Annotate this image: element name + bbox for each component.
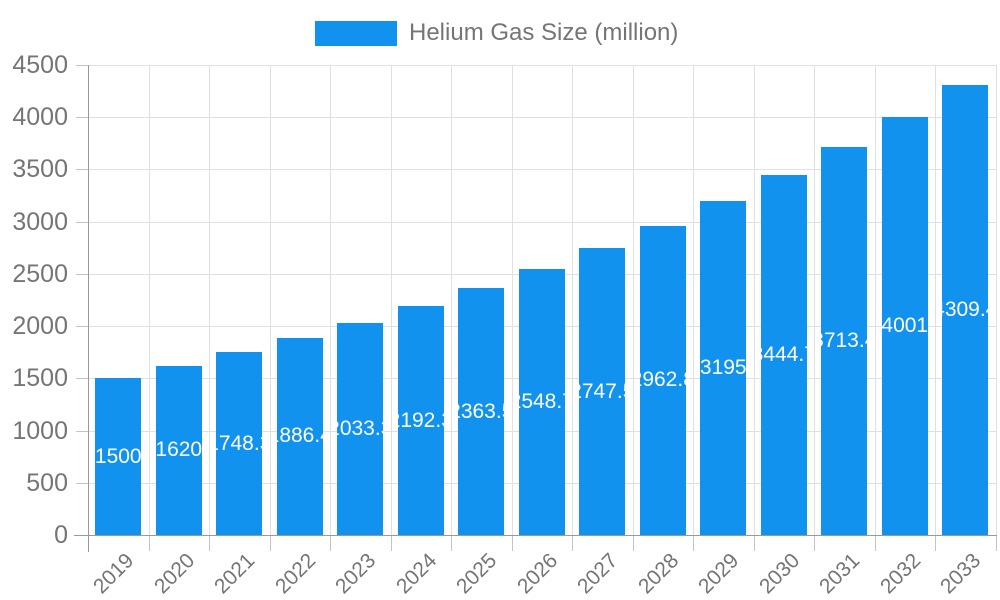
x-axis-tick	[209, 535, 210, 551]
x-axis-tick	[995, 535, 997, 551]
x-axis-tick	[269, 535, 271, 551]
bar[interactable]: 2033.3	[337, 322, 384, 535]
y-axis-line	[88, 65, 89, 552]
x-axis-tick	[693, 535, 694, 551]
x-axis-tick	[511, 535, 513, 551]
x-axis-tick	[148, 535, 150, 551]
v-gridline	[935, 65, 936, 535]
bar[interactable]: 4309.4	[942, 84, 989, 535]
v-gridline	[995, 65, 997, 535]
x-axis-tick	[632, 535, 634, 551]
y-tick-label: 500	[26, 468, 68, 497]
x-tick-label: 2019	[89, 549, 139, 599]
y-tick-label: 4000	[12, 103, 68, 132]
v-gridline	[390, 65, 392, 535]
v-gridline	[814, 65, 815, 535]
legend-label: Helium Gas Size (million)	[409, 19, 679, 46]
y-axis-tick	[76, 169, 88, 171]
y-axis-tick	[76, 430, 88, 432]
v-gridline	[209, 65, 210, 535]
h-gridline	[88, 65, 996, 66]
legend[interactable]: Helium Gas Size (million)	[315, 18, 678, 48]
y-axis-tick	[76, 221, 88, 223]
y-tick-label: 2000	[12, 312, 68, 341]
bar-value-label: 4309.4	[942, 297, 988, 321]
bar[interactable]: 2548.7	[518, 268, 565, 535]
bar[interactable]: 1886.4	[276, 337, 323, 535]
bar-value-label: 3444.7	[761, 343, 807, 367]
v-gridline	[148, 65, 150, 535]
v-gridline	[451, 65, 452, 535]
legend-swatch-icon	[315, 20, 397, 46]
bar[interactable]: 2747.5	[579, 248, 626, 535]
bar-value-label: 2747.5	[579, 379, 625, 403]
v-gridline	[330, 65, 331, 535]
x-axis-tick	[451, 535, 452, 551]
bar-value-label: 1620	[155, 438, 202, 462]
bar[interactable]: 1748.3	[216, 352, 263, 535]
bar-value-label: 2548.7	[519, 389, 565, 413]
bar-value-label: 3713.4	[821, 329, 867, 353]
bar[interactable]: 2363.5	[458, 288, 505, 535]
bar-value-label: 1886.4	[277, 424, 323, 448]
y-tick-label: 2500	[12, 259, 68, 288]
y-axis-tick	[76, 326, 88, 328]
v-gridline	[874, 65, 876, 535]
bar-value-label: 2363.5	[458, 399, 504, 423]
y-axis-tick	[76, 378, 88, 380]
y-axis-tick	[76, 117, 88, 119]
x-axis-tick	[390, 535, 392, 551]
x-axis-tick	[935, 535, 936, 551]
bar-value-label: 2192.3	[398, 408, 444, 432]
bar[interactable]: 1620	[155, 365, 202, 535]
bar-value-label: 2033.3	[337, 416, 383, 440]
x-axis-tick	[572, 535, 573, 551]
bar-value-label: 3195	[700, 356, 747, 380]
v-gridline	[572, 65, 573, 535]
x-axis-line	[74, 535, 997, 536]
bar[interactable]: 3713.4	[821, 147, 868, 535]
y-tick-label: 3500	[12, 155, 68, 184]
v-gridline	[269, 65, 271, 535]
bar[interactable]: 3195	[700, 201, 747, 535]
v-gridline	[511, 65, 513, 535]
y-tick-label: 1000	[12, 416, 68, 445]
h-gridline	[88, 117, 996, 119]
y-axis-tick	[76, 273, 88, 275]
y-axis-tick	[76, 65, 88, 66]
bar[interactable]: 2962.8	[639, 225, 686, 535]
y-tick-label: 3000	[12, 207, 68, 236]
bar[interactable]: 3444.7	[760, 175, 807, 535]
v-gridline	[753, 65, 755, 535]
v-gridline	[693, 65, 694, 535]
bar-value-label: 4001	[881, 314, 928, 338]
bar[interactable]: 4001	[881, 117, 928, 535]
y-tick-label: 0	[54, 521, 68, 549]
x-axis-tick	[874, 535, 876, 551]
bar-value-label: 2962.8	[640, 368, 686, 392]
bar-value-label: 1500	[95, 444, 142, 468]
y-tick-label: 4500	[12, 51, 68, 79]
bar[interactable]: 1500	[95, 378, 142, 535]
y-axis-tick	[76, 482, 88, 484]
x-axis-tick	[814, 535, 815, 551]
v-gridline	[632, 65, 634, 535]
y-tick-label: 1500	[12, 364, 68, 393]
x-axis-tick	[330, 535, 331, 551]
h-gridline	[88, 221, 996, 223]
x-axis-tick	[753, 535, 755, 551]
bar[interactable]: 2192.3	[397, 306, 444, 535]
h-gridline	[88, 169, 996, 171]
bar-value-label: 1748.3	[216, 431, 262, 455]
